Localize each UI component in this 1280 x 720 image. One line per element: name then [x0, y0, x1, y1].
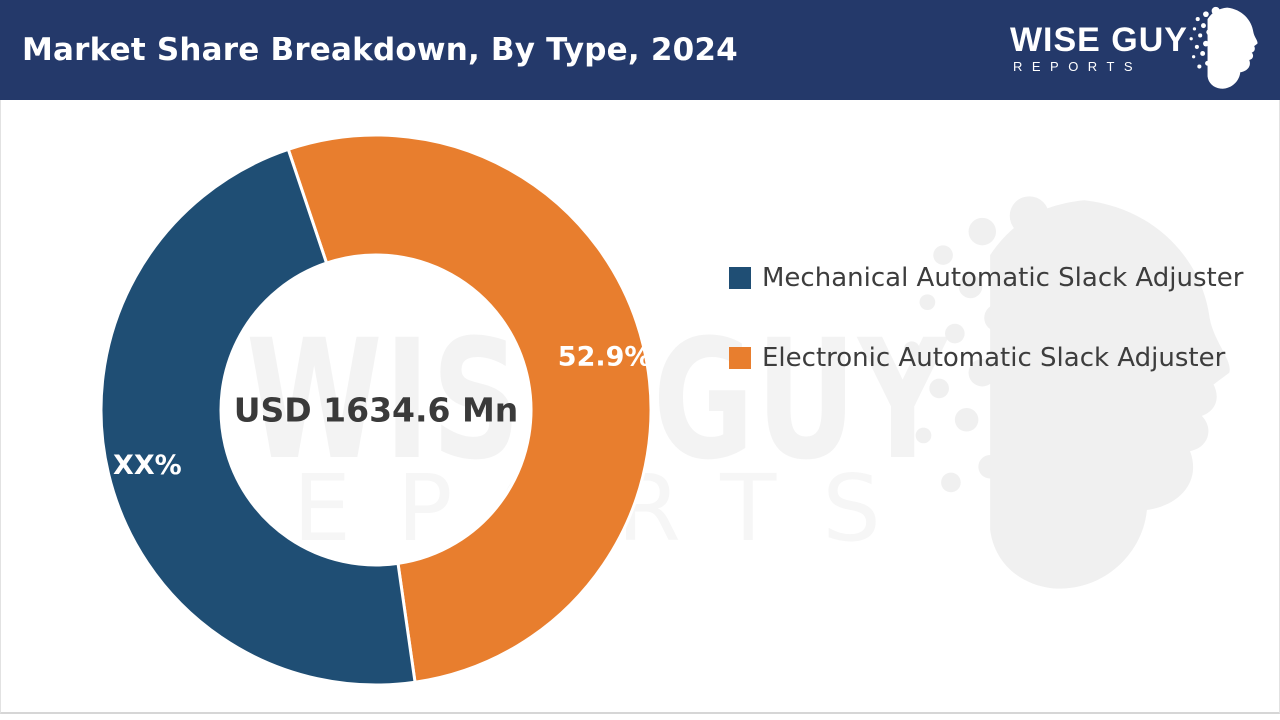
legend-swatch-mechanical	[729, 267, 751, 289]
logo-wordmark: WISE GUY	[1009, 21, 1188, 59]
donut-slice-label-0: 52.9%	[558, 341, 652, 372]
legend-item-electronic: Electronic Automatic Slack Adjuster	[729, 338, 1243, 378]
chart-area: WISE GUY REPORTS 52.9%XX% USD 1634.6 Mn …	[0, 100, 1280, 714]
donut-center-value: USD 1634.6 Mn	[233, 390, 519, 430]
donut-slice-0	[286, 133, 653, 684]
donut-chart: 52.9% XX%	[99, 133, 653, 687]
header-bar: Market Share Breakdown, By Type, 2024 WI…	[0, 0, 1280, 100]
logo-subtext: REPORTS	[1012, 59, 1143, 74]
legend-label-electronic: Electronic Automatic Slack Adjuster	[762, 343, 1226, 373]
donut-slice-label-1: XX%	[113, 450, 182, 481]
brand-logo: WISE GUY REPORTS	[1010, 0, 1260, 100]
legend: Mechanical Automatic Slack Adjuster Elec…	[729, 258, 1243, 418]
legend-label-mechanical: Mechanical Automatic Slack Adjuster	[762, 263, 1244, 293]
legend-swatch-electronic	[729, 347, 751, 369]
page-title: Market Share Breakdown, By Type, 2024	[22, 32, 738, 68]
brand-logo-text: WISE GUY REPORTS	[1010, 23, 1188, 73]
wiseguy-face-icon	[1189, 6, 1258, 89]
legend-item-mechanical: Mechanical Automatic Slack Adjuster	[729, 258, 1243, 298]
donut-slice-1	[99, 147, 417, 687]
